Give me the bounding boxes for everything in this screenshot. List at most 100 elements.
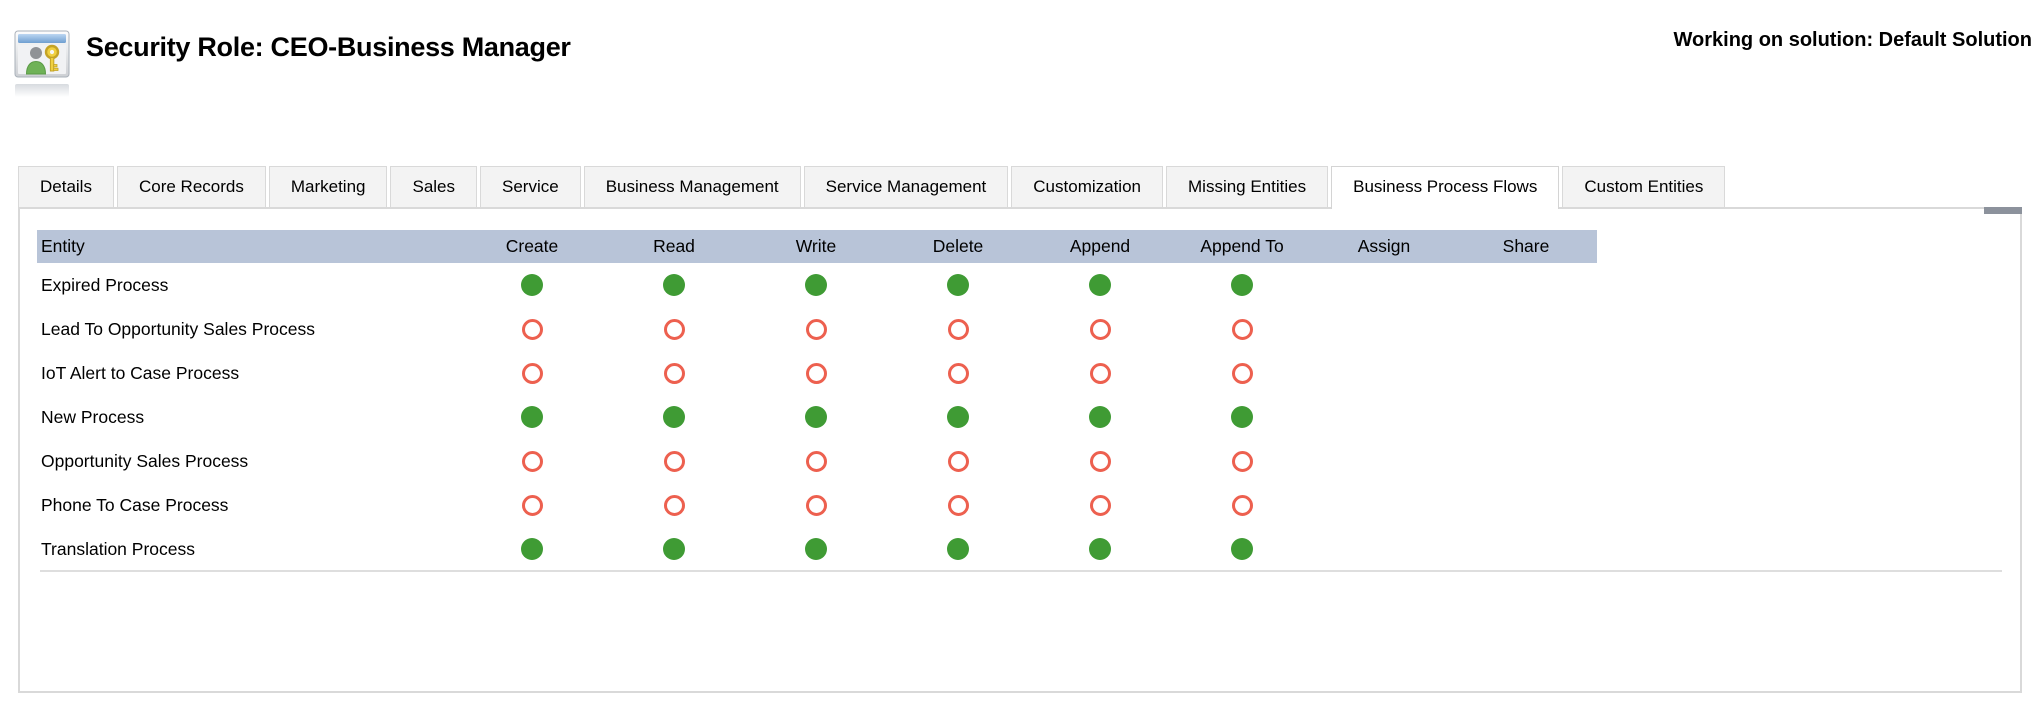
permission-none-icon[interactable] bbox=[1231, 318, 1253, 340]
permission-full-icon[interactable] bbox=[805, 538, 827, 560]
permission-none-icon[interactable] bbox=[1089, 318, 1111, 340]
permission-none-icon[interactable] bbox=[1231, 450, 1253, 472]
permission-full-icon[interactable] bbox=[1231, 538, 1253, 560]
permission-cell-create[interactable] bbox=[461, 274, 603, 296]
permission-full-icon[interactable] bbox=[521, 274, 543, 296]
tab-details[interactable]: Details bbox=[18, 166, 114, 207]
permission-cell-create[interactable] bbox=[461, 494, 603, 516]
column-header-append[interactable]: Append bbox=[1069, 236, 1131, 256]
permission-cell-create[interactable] bbox=[461, 318, 603, 340]
permission-none-icon[interactable] bbox=[521, 450, 543, 472]
tab-business-process-flows[interactable]: Business Process Flows bbox=[1331, 166, 1560, 209]
permission-full-icon[interactable] bbox=[663, 274, 685, 296]
entity-name[interactable]: IoT Alert to Case Process bbox=[41, 362, 240, 383]
permission-full-icon[interactable] bbox=[663, 538, 685, 560]
permission-cell-append[interactable] bbox=[1029, 406, 1171, 428]
permission-none-icon[interactable] bbox=[805, 362, 827, 384]
tab-missing-entities[interactable]: Missing Entities bbox=[1166, 166, 1329, 207]
permission-cell-append-to[interactable] bbox=[1171, 362, 1313, 384]
permission-cell-append-to[interactable] bbox=[1171, 494, 1313, 516]
permission-cell-append-to[interactable] bbox=[1171, 274, 1313, 296]
permission-cell-delete[interactable] bbox=[887, 362, 1029, 384]
permission-full-icon[interactable] bbox=[1089, 406, 1111, 428]
permission-cell-append[interactable] bbox=[1029, 538, 1171, 560]
permission-cell-write[interactable] bbox=[745, 274, 887, 296]
permission-cell-delete[interactable] bbox=[887, 406, 1029, 428]
column-header-read[interactable]: Read bbox=[653, 236, 695, 256]
permission-cell-read[interactable] bbox=[603, 538, 745, 560]
permission-full-icon[interactable] bbox=[947, 538, 969, 560]
permission-cell-append[interactable] bbox=[1029, 450, 1171, 472]
permission-cell-create[interactable] bbox=[461, 450, 603, 472]
permission-cell-append-to[interactable] bbox=[1171, 406, 1313, 428]
column-header-assign[interactable]: Assign bbox=[1357, 236, 1411, 256]
permission-full-icon[interactable] bbox=[521, 538, 543, 560]
permission-cell-delete[interactable] bbox=[887, 318, 1029, 340]
column-header-append-to[interactable]: Append To bbox=[1200, 236, 1284, 256]
permission-none-icon[interactable] bbox=[805, 494, 827, 516]
permission-cell-delete[interactable] bbox=[887, 538, 1029, 560]
permission-none-icon[interactable] bbox=[947, 450, 969, 472]
permission-none-icon[interactable] bbox=[521, 362, 543, 384]
permission-cell-create[interactable] bbox=[461, 406, 603, 428]
column-header-create[interactable]: Create bbox=[505, 236, 559, 256]
permission-cell-write[interactable] bbox=[745, 538, 887, 560]
permission-cell-read[interactable] bbox=[603, 318, 745, 340]
permission-full-icon[interactable] bbox=[947, 406, 969, 428]
permission-none-icon[interactable] bbox=[663, 318, 685, 340]
tab-business-management[interactable]: Business Management bbox=[583, 166, 801, 207]
permission-none-icon[interactable] bbox=[521, 318, 543, 340]
permission-none-icon[interactable] bbox=[947, 362, 969, 384]
permission-cell-append[interactable] bbox=[1029, 362, 1171, 384]
tab-custom-entities[interactable]: Custom Entities bbox=[1562, 166, 1726, 207]
permission-cell-append[interactable] bbox=[1029, 318, 1171, 340]
permission-cell-read[interactable] bbox=[603, 406, 745, 428]
permission-cell-delete[interactable] bbox=[887, 274, 1029, 296]
permission-cell-append-to[interactable] bbox=[1171, 318, 1313, 340]
entity-name[interactable]: Opportunity Sales Process bbox=[41, 450, 249, 471]
permission-full-icon[interactable] bbox=[805, 406, 827, 428]
permission-full-icon[interactable] bbox=[1231, 274, 1253, 296]
permission-none-icon[interactable] bbox=[521, 494, 543, 516]
permission-none-icon[interactable] bbox=[663, 494, 685, 516]
entity-name[interactable]: Translation Process bbox=[41, 538, 195, 559]
column-header-delete[interactable]: Delete bbox=[932, 236, 984, 256]
tab-customization[interactable]: Customization bbox=[1011, 166, 1163, 207]
permission-full-icon[interactable] bbox=[1089, 538, 1111, 560]
permission-full-icon[interactable] bbox=[1089, 274, 1111, 296]
tab-service[interactable]: Service bbox=[480, 166, 581, 207]
permission-cell-write[interactable] bbox=[745, 362, 887, 384]
permission-none-icon[interactable] bbox=[1231, 362, 1253, 384]
permission-cell-read[interactable] bbox=[603, 494, 745, 516]
permission-full-icon[interactable] bbox=[663, 406, 685, 428]
permission-cell-delete[interactable] bbox=[887, 450, 1029, 472]
permission-none-icon[interactable] bbox=[1231, 494, 1253, 516]
permission-none-icon[interactable] bbox=[1089, 494, 1111, 516]
permission-none-icon[interactable] bbox=[1089, 450, 1111, 472]
permission-cell-read[interactable] bbox=[603, 274, 745, 296]
permission-cell-append-to[interactable] bbox=[1171, 450, 1313, 472]
permission-none-icon[interactable] bbox=[805, 318, 827, 340]
permission-cell-append[interactable] bbox=[1029, 274, 1171, 296]
entity-name[interactable]: Phone To Case Process bbox=[41, 494, 229, 515]
permission-none-icon[interactable] bbox=[663, 362, 685, 384]
tab-core-records[interactable]: Core Records bbox=[116, 166, 266, 207]
permission-cell-delete[interactable] bbox=[887, 494, 1029, 516]
permission-full-icon[interactable] bbox=[805, 274, 827, 296]
permission-cell-write[interactable] bbox=[745, 318, 887, 340]
permission-cell-create[interactable] bbox=[461, 362, 603, 384]
permission-cell-read[interactable] bbox=[603, 450, 745, 472]
permission-none-icon[interactable] bbox=[663, 450, 685, 472]
permission-cell-append[interactable] bbox=[1029, 494, 1171, 516]
permission-none-icon[interactable] bbox=[805, 450, 827, 472]
permission-none-icon[interactable] bbox=[947, 494, 969, 516]
permission-none-icon[interactable] bbox=[947, 318, 969, 340]
permission-cell-create[interactable] bbox=[461, 538, 603, 560]
permission-cell-write[interactable] bbox=[745, 494, 887, 516]
permission-cell-write[interactable] bbox=[745, 450, 887, 472]
permission-full-icon[interactable] bbox=[1231, 406, 1253, 428]
permission-cell-read[interactable] bbox=[603, 362, 745, 384]
permission-full-icon[interactable] bbox=[947, 274, 969, 296]
tab-sales[interactable]: Sales bbox=[390, 166, 478, 207]
permission-none-icon[interactable] bbox=[1089, 362, 1111, 384]
